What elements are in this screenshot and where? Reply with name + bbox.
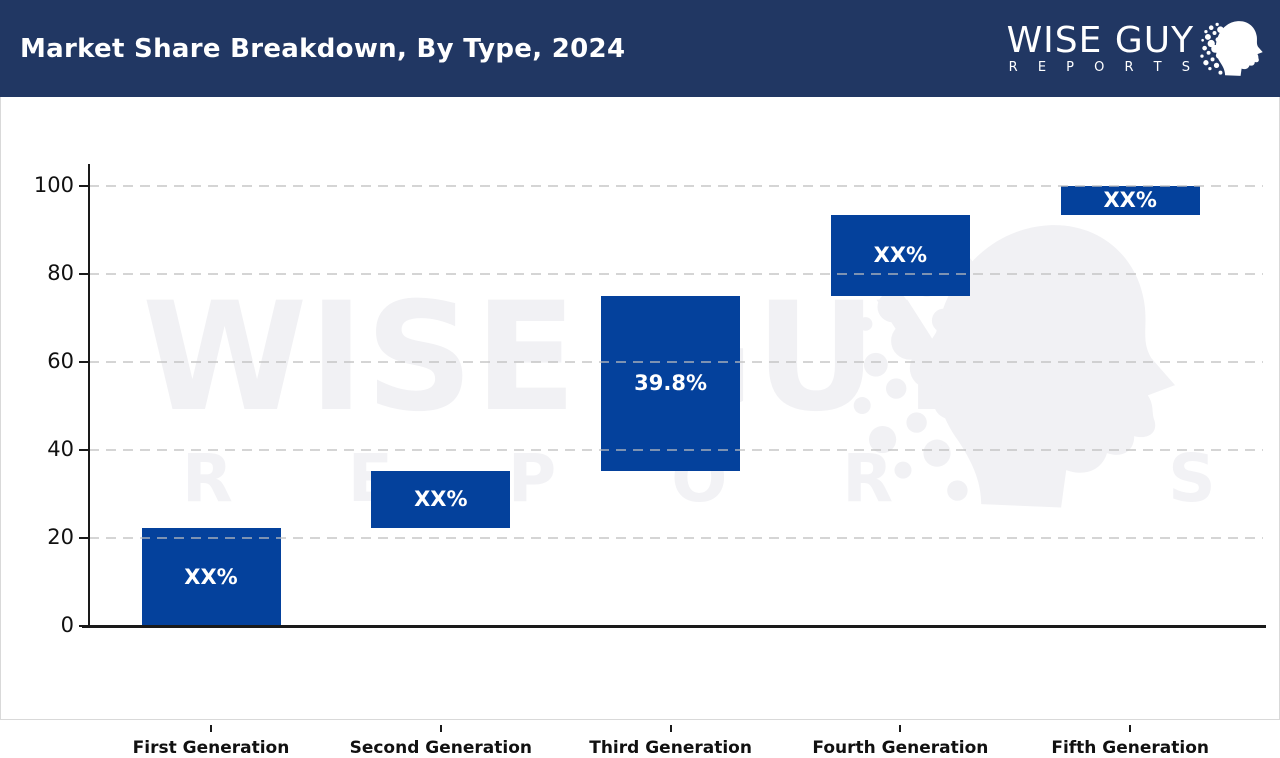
bar-value-label: XX% — [873, 242, 928, 267]
bar-segment: XX% — [830, 215, 970, 296]
x-category-label: Fifth Generation — [1051, 738, 1210, 758]
y-tick-mark — [79, 272, 88, 275]
bar-value-label: XX% — [1103, 187, 1157, 212]
y-tick-mark — [79, 625, 88, 627]
watermark-brand-text: WISE GUY — [142, 271, 988, 445]
header-bar: Market Share Breakdown, By Type, 2024 WI… — [0, 0, 1280, 97]
head-profile-logo-icon — [1200, 20, 1263, 76]
x-tick-mark — [899, 725, 902, 732]
y-tick-label: 20 — [47, 524, 74, 549]
bar-value-label: 39.8% — [634, 370, 708, 395]
y-tick-mark — [79, 536, 88, 539]
brand-subtitle: R E P O R T S — [1008, 60, 1198, 76]
y-tick-mark — [79, 448, 88, 451]
brand-logo-text: WISE GUY R E P O R T S — [1003, 19, 1198, 76]
bar-segment: XX% — [141, 528, 281, 626]
bar-value-label: XX% — [184, 564, 238, 589]
x-tick-mark — [1129, 725, 1132, 732]
bar-segment: 39.8% — [601, 295, 741, 471]
x-category-label: First Generation — [132, 738, 290, 758]
brand-logo: WISE GUY R E P O R T S — [1003, 10, 1266, 88]
y-tick-label: 60 — [47, 348, 74, 373]
bar-segment: XX% — [1060, 185, 1200, 216]
x-category-label: Third Generation — [589, 738, 752, 758]
gridline-60 — [89, 360, 1263, 363]
x-tick-mark — [210, 725, 212, 732]
x-tick-mark — [669, 725, 672, 732]
y-tick-mark — [79, 184, 88, 187]
gridline-100 — [89, 184, 1263, 187]
y-tick-label: 80 — [47, 260, 74, 285]
chart-region: WISE GUY R E P O R T S 0 20 40 60 80 100 XX% Fi… — [0, 97, 1280, 758]
bar-value-label: XX% — [414, 487, 468, 512]
y-tick-label: 0 — [60, 613, 74, 637]
y-axis-line — [88, 164, 90, 628]
gridline-20 — [89, 536, 1263, 539]
x-category-label: Second Generation — [349, 738, 533, 758]
x-category-label: Fourth Generation — [812, 738, 989, 758]
x-tick-mark — [439, 725, 442, 732]
gridline-80 — [89, 272, 1263, 275]
gridline-40 — [89, 448, 1263, 451]
y-tick-label: 40 — [47, 436, 74, 461]
x-axis-line — [82, 625, 1266, 628]
page-title: Market Share Breakdown, By Type, 2024 — [20, 33, 626, 64]
brand-name: WISE GUY — [1006, 19, 1195, 61]
y-tick-label: 100 — [33, 172, 74, 197]
bar-segment: XX% — [371, 470, 511, 529]
y-tick-mark — [79, 360, 88, 363]
